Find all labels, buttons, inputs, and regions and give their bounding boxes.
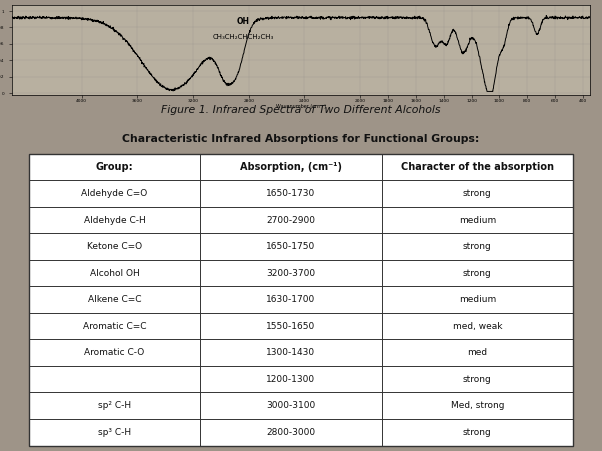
Text: 1300-1430: 1300-1430 (266, 348, 315, 357)
Text: Aldehyde C-H: Aldehyde C-H (84, 216, 146, 225)
Text: strong: strong (463, 269, 492, 277)
Text: Figure 1. Infrared Spectra of Two Different Alcohols: Figure 1. Infrared Spectra of Two Differ… (161, 105, 441, 115)
Text: strong: strong (463, 375, 492, 384)
Text: 1650-1730: 1650-1730 (266, 189, 315, 198)
Text: Group:: Group: (96, 162, 134, 172)
Text: Aromatic C-O: Aromatic C-O (84, 348, 144, 357)
Text: 1630-1700: 1630-1700 (266, 295, 315, 304)
Text: Med, strong: Med, strong (450, 401, 504, 410)
Text: med: med (467, 348, 488, 357)
Text: medium: medium (459, 295, 496, 304)
Text: 1200-1300: 1200-1300 (266, 375, 315, 384)
Text: Ketone C=O: Ketone C=O (87, 242, 142, 251)
Text: 1550-1650: 1550-1650 (266, 322, 315, 331)
Text: Aldehyde C=O: Aldehyde C=O (81, 189, 147, 198)
Text: Character of the absorption: Character of the absorption (401, 162, 554, 172)
Text: strong: strong (463, 242, 492, 251)
Text: medium: medium (459, 216, 496, 225)
Text: 2800-3000: 2800-3000 (266, 428, 315, 437)
Text: Absorption, (cm⁻¹): Absorption, (cm⁻¹) (240, 162, 342, 172)
Text: Alcohol OH: Alcohol OH (90, 269, 140, 277)
Text: 1650-1750: 1650-1750 (266, 242, 315, 251)
Text: strong: strong (463, 428, 492, 437)
X-axis label: Wavenumber (cm⁻¹): Wavenumber (cm⁻¹) (276, 104, 326, 109)
Text: sp² C-H: sp² C-H (98, 401, 131, 410)
Text: strong: strong (463, 189, 492, 198)
Text: sp³ C-H: sp³ C-H (98, 428, 131, 437)
Text: CH₃CH₂CHCH₂CH₃: CH₃CH₂CHCH₂CH₃ (213, 34, 274, 40)
Text: OH: OH (237, 17, 250, 26)
Text: Characteristic Infrared Absorptions for Functional Groups:: Characteristic Infrared Absorptions for … (122, 134, 480, 144)
Text: 3200-3700: 3200-3700 (266, 269, 315, 277)
Text: Alkene C=C: Alkene C=C (88, 295, 141, 304)
Text: med, weak: med, weak (453, 322, 502, 331)
Text: 3000-3100: 3000-3100 (266, 401, 315, 410)
Text: Aromatic C=C: Aromatic C=C (83, 322, 146, 331)
Text: 2700-2900: 2700-2900 (267, 216, 315, 225)
